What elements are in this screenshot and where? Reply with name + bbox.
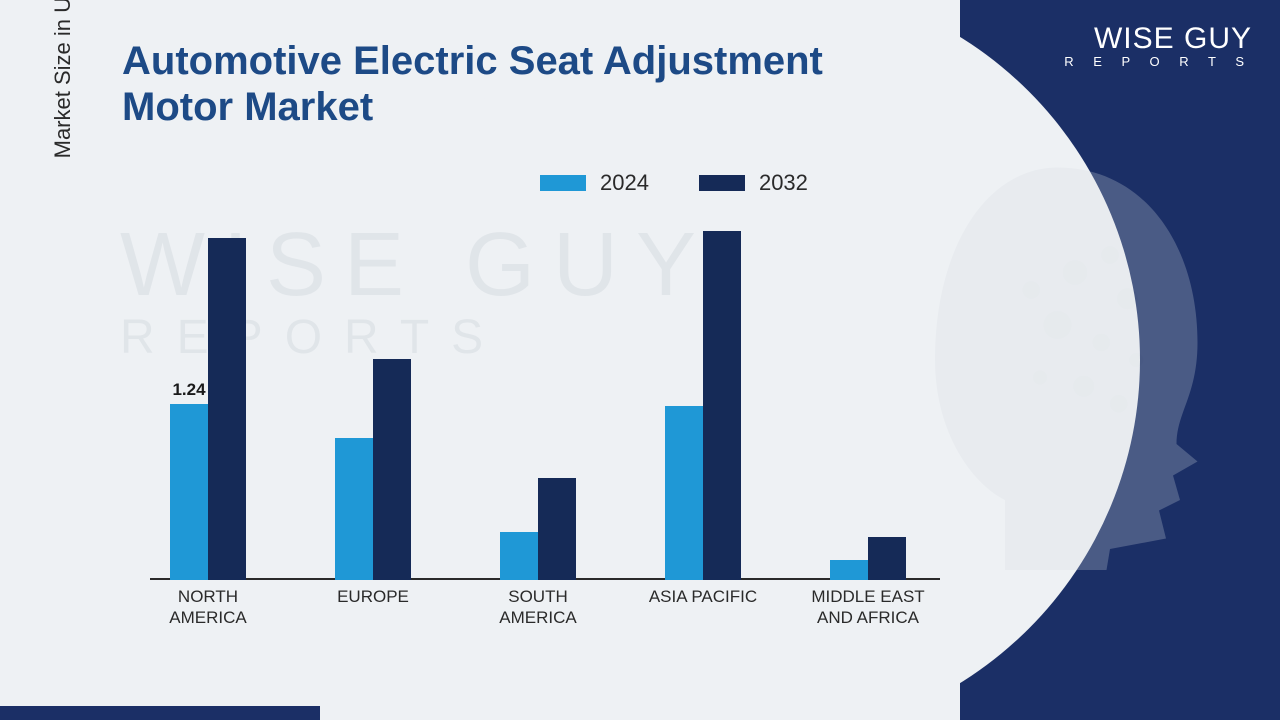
legend-swatch-2032	[699, 175, 745, 191]
brand-logo: WISE GUY R E P O R T S	[1064, 22, 1252, 69]
brand-subtitle: R E P O R T S	[1064, 54, 1252, 69]
plot-area: 1.24	[150, 210, 940, 580]
legend-item-2032: 2032	[699, 170, 808, 196]
bar	[665, 406, 703, 580]
legend-swatch-2024	[540, 175, 586, 191]
bar	[208, 238, 246, 580]
bar	[500, 532, 538, 580]
bar-chart: Market Size in USD Billion 2024 2032 1.2…	[60, 160, 960, 720]
y-axis-label: Market Size in USD Billion	[50, 0, 76, 220]
legend-label-2032: 2032	[759, 170, 808, 196]
page-root: WISE GUY R E P O R T S WISE GUY REPORTS …	[0, 0, 1280, 720]
category-label: ASIA PACIFIC	[638, 586, 768, 607]
legend-item-2024: 2024	[540, 170, 649, 196]
bar	[538, 478, 576, 580]
category-label: NORTH AMERICA	[143, 586, 273, 629]
bar	[335, 438, 373, 580]
category-label: MIDDLE EAST AND AFRICA	[803, 586, 933, 629]
legend: 2024 2032	[540, 170, 808, 196]
bottom-accent-bar	[0, 706, 320, 720]
category-label: SOUTH AMERICA	[473, 586, 603, 629]
category-label: EUROPE	[308, 586, 438, 607]
legend-label-2024: 2024	[600, 170, 649, 196]
x-axis-labels: NORTH AMERICAEUROPESOUTH AMERICAASIA PAC…	[150, 580, 940, 700]
bar	[703, 231, 741, 580]
bar	[830, 560, 868, 580]
bar	[868, 537, 906, 580]
bar	[170, 404, 208, 580]
bar	[373, 359, 411, 580]
brand-name: WISE GUY	[1064, 22, 1252, 56]
chart-title: Automotive Electric Seat Adjustment Moto…	[122, 38, 882, 130]
